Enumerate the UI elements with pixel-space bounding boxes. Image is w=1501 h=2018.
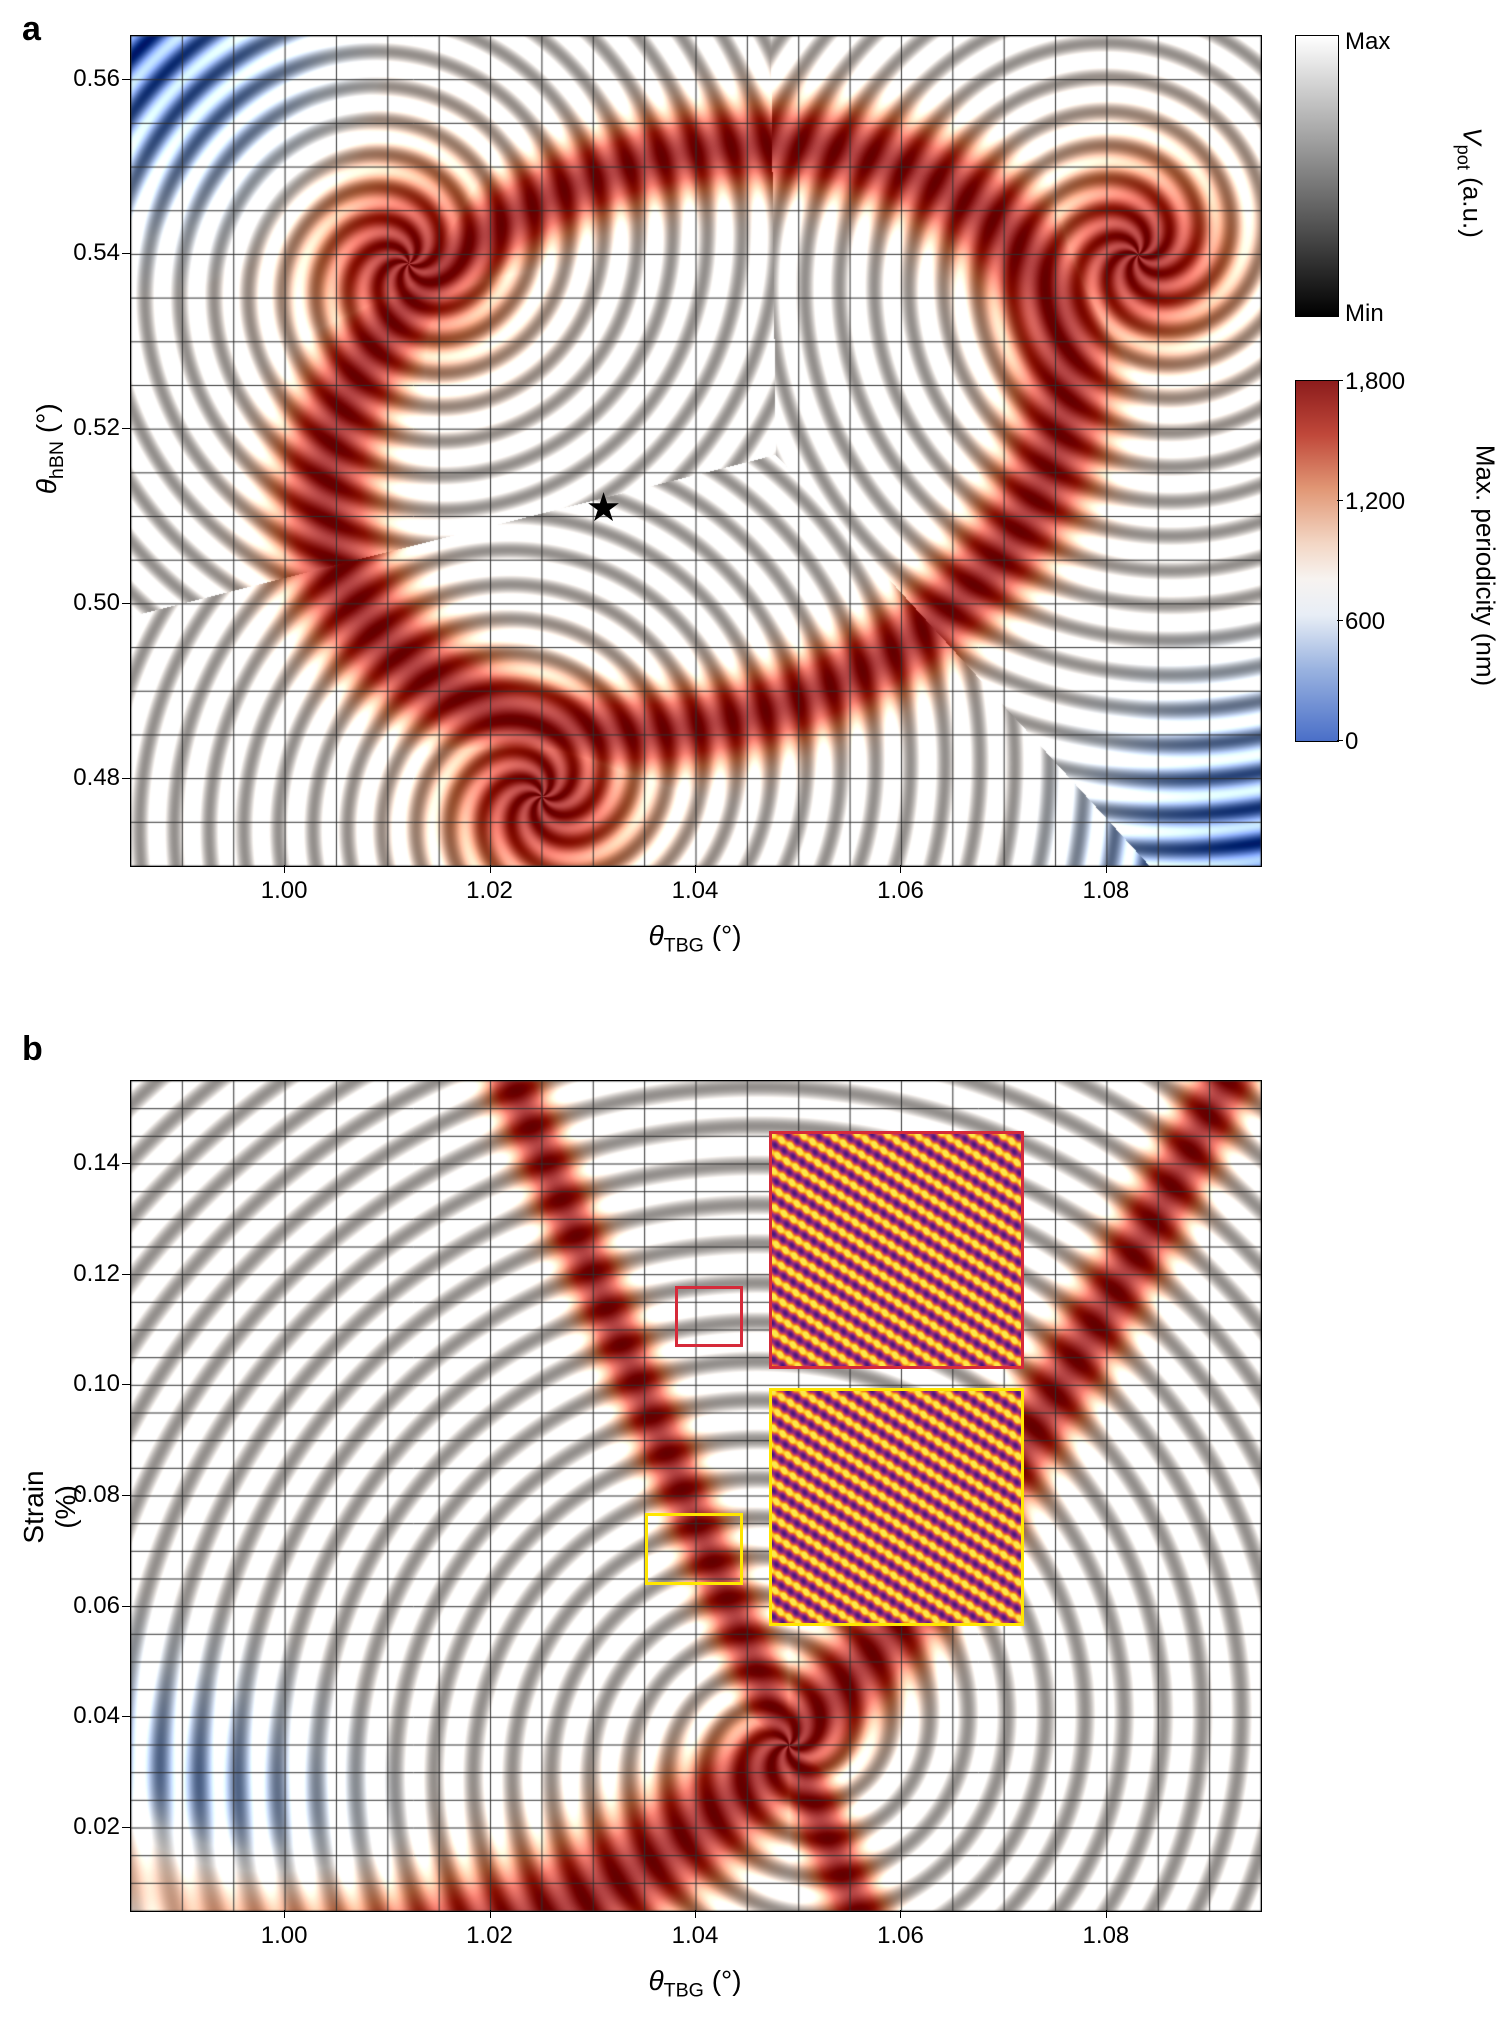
x-tick-label: 1.04	[672, 877, 719, 905]
panel-b-source-box-red	[675, 1286, 743, 1347]
x-tick-label: 1.06	[877, 877, 924, 905]
colorbar-vpot-min: Min	[1345, 300, 1384, 328]
panel-b-canvas	[131, 1081, 1261, 1911]
colorbar-periodicity-tick: 600	[1345, 608, 1385, 636]
panel-a-ylabel: θhBN (°)	[31, 389, 69, 509]
panel-label-b: b	[22, 1030, 43, 1069]
y-tick-label: 0.14	[50, 1149, 120, 1177]
x-tick-label: 1.04	[672, 1922, 719, 1950]
panel-b-xlabel: θTBG (°)	[130, 1965, 1260, 2003]
panel-b-inset-red	[769, 1131, 1024, 1369]
panel-a-plot: ★	[130, 35, 1262, 867]
x-tick-label: 1.02	[466, 877, 513, 905]
y-tick-label: 0.06	[50, 1592, 120, 1620]
y-tick-label: 0.50	[50, 589, 120, 617]
colorbar-vpot-max: Max	[1345, 28, 1390, 56]
panel-b-inset-yellow	[769, 1388, 1024, 1626]
y-tick-label: 0.04	[50, 1702, 120, 1730]
panel-label-a: a	[22, 10, 41, 49]
x-tick-label: 1.08	[1083, 1922, 1130, 1950]
x-tick-label: 1.00	[261, 1922, 308, 1950]
x-tick-label: 1.08	[1083, 877, 1130, 905]
panel-a-canvas	[131, 36, 1261, 866]
x-tick-label: 1.02	[466, 1922, 513, 1950]
panel-b-source-box-yellow	[645, 1513, 743, 1585]
colorbar-periodicity-label: Max. periodicity (nm)	[1470, 426, 1501, 706]
x-tick-label: 1.00	[261, 877, 308, 905]
colorbar-vpot	[1295, 35, 1339, 317]
y-tick-label: 0.12	[50, 1260, 120, 1288]
colorbar-periodicity-tick: 1,800	[1345, 368, 1405, 396]
colorbar-periodicity	[1295, 380, 1339, 742]
panel-b-plot	[130, 1080, 1262, 1912]
panel-b-connectors	[1261, 1081, 1262, 1911]
panel-b-ylabel: Strain (%)	[18, 1447, 82, 1567]
y-tick-label: 0.56	[50, 65, 120, 93]
y-tick-label: 0.02	[50, 1813, 120, 1841]
colorbar-periodicity-tick: 0	[1345, 728, 1358, 756]
y-tick-label: 0.48	[50, 764, 120, 792]
x-tick-label: 1.06	[877, 1922, 924, 1950]
y-tick-label: 0.54	[50, 239, 120, 267]
colorbar-periodicity-tick: 1,200	[1345, 488, 1405, 516]
colorbar-vpot-label: Vpot (a.u.)	[1452, 83, 1487, 283]
figure-root: a ★ 1.00 1.02 1.04 1.06 1.08 θTBG (°) 0.48 0.…	[0, 0, 1501, 2018]
y-tick-label: 0.10	[50, 1370, 120, 1398]
panel-a-xlabel: θTBG (°)	[130, 920, 1260, 958]
